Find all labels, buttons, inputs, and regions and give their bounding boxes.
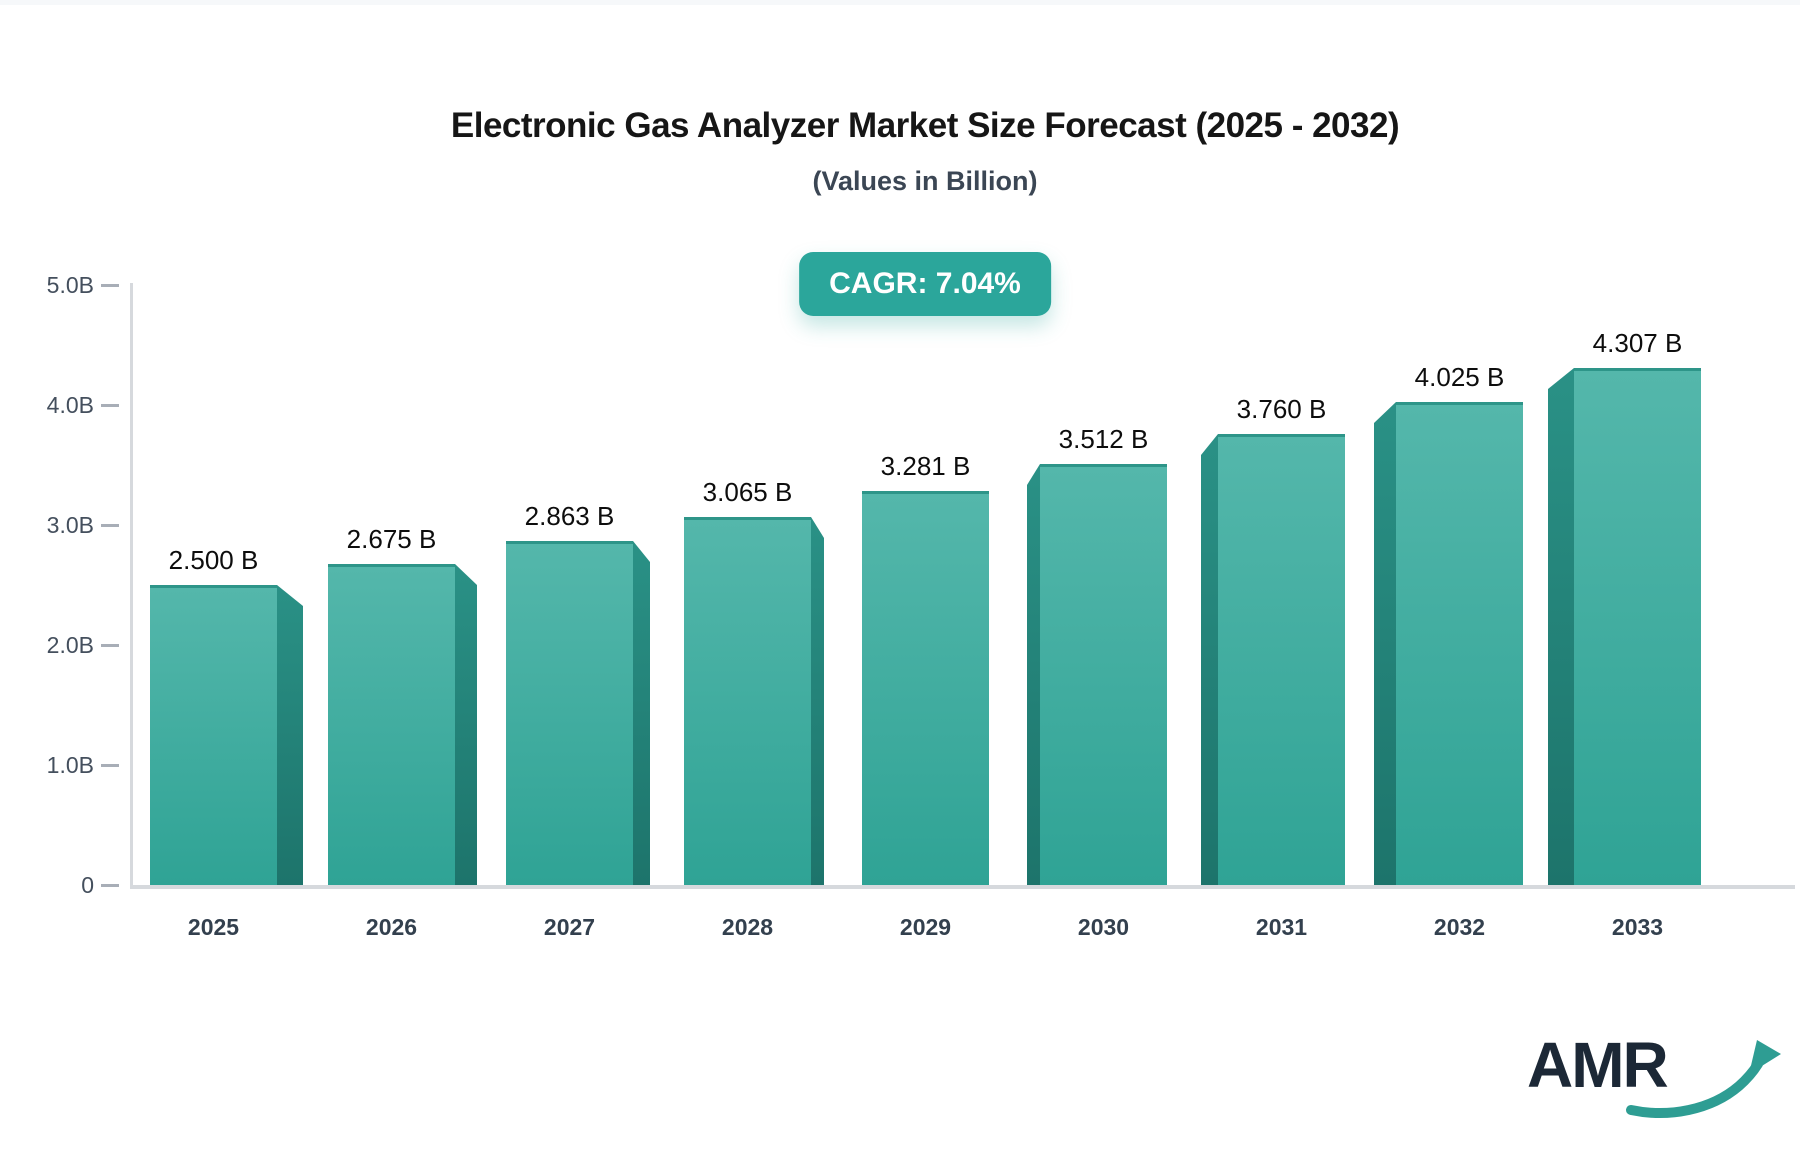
page-title: Electronic Gas Analyzer Market Size Fore…: [450, 106, 1400, 145]
bar-2030: [1040, 464, 1167, 885]
x-tick-label-2028: 2028: [721, 914, 774, 940]
bar-value-label-2031: 3.760 B: [1236, 394, 1327, 424]
bar-2025: [150, 585, 277, 885]
x-tick-label-2033: 2033: [1611, 914, 1664, 940]
bar-2033: [1574, 368, 1701, 885]
y-tick-mark-1: [101, 404, 119, 407]
y-tick-label-5: 0: [81, 872, 94, 898]
y-tick-label-1: 4.0B: [46, 392, 94, 418]
bar-2029: [862, 491, 989, 885]
y-tick-label-4: 1.0B: [46, 752, 94, 778]
bar-value-label-2028: 3.065 B: [702, 477, 793, 507]
bar-value-label-2029: 3.281 B: [880, 451, 971, 481]
bar-2031: [1218, 434, 1345, 885]
y-tick-mark-0: [101, 284, 119, 287]
x-tick-label-2030: 2030: [1077, 914, 1130, 940]
bar-value-label-2032: 4.025 B: [1414, 362, 1505, 392]
x-tick-label-2027: 2027: [543, 914, 596, 940]
bar-side-face-2025: [277, 585, 303, 885]
y-tick-label-3: 2.0B: [46, 632, 94, 658]
bar-value-label-2033: 4.307 B: [1592, 328, 1683, 358]
bar-side-face-2030: [1027, 464, 1040, 885]
y-tick-label-0: 5.0B: [46, 272, 94, 298]
amr-logo-text: AMR: [1527, 1029, 1669, 1101]
top-edge-strip: [0, 0, 1800, 5]
y-tick-mark-4: [101, 764, 119, 767]
bar-side-face-2031: [1201, 434, 1218, 885]
bar-2032: [1396, 402, 1523, 885]
growth-arrow-icon: [1626, 1040, 1781, 1118]
bar-value-label-2030: 3.512 B: [1058, 424, 1149, 454]
x-tick-label-2029: 2029: [899, 914, 952, 940]
bar-value-label-2025: 2.500 B: [168, 545, 259, 575]
bar-value-label-2026: 2.675 B: [346, 524, 437, 554]
bar-side-face-2032: [1374, 402, 1396, 885]
y-tick-label-2: 3.0B: [46, 512, 94, 538]
bar-2028: [684, 517, 811, 885]
x-tick-label-2026: 2026: [365, 914, 418, 940]
bar-2026: [328, 564, 455, 885]
bar-2027: [506, 541, 633, 885]
y-tick-mark-2: [101, 524, 119, 527]
x-tick-label-2025: 2025: [187, 914, 240, 940]
bar-value-label-2027: 2.863 B: [524, 501, 615, 531]
cagr-badge: CAGR: 7.04%: [799, 252, 1051, 316]
amr-logo: AMR: [1527, 1028, 1781, 1128]
bar-side-face-2028: [811, 517, 824, 885]
page-subtitle: (Values in Billion): [812, 166, 1038, 196]
bar-side-face-2033: [1548, 368, 1574, 885]
bar-side-face-2026: [455, 564, 477, 885]
x-tick-label-2031: 2031: [1255, 914, 1308, 940]
y-axis-line: [130, 283, 133, 889]
y-tick-mark-5: [101, 884, 119, 887]
bar-side-face-2027: [633, 541, 650, 885]
x-tick-label-2032: 2032: [1433, 914, 1486, 940]
x-axis-line: [130, 885, 1795, 889]
y-tick-mark-3: [101, 644, 119, 647]
